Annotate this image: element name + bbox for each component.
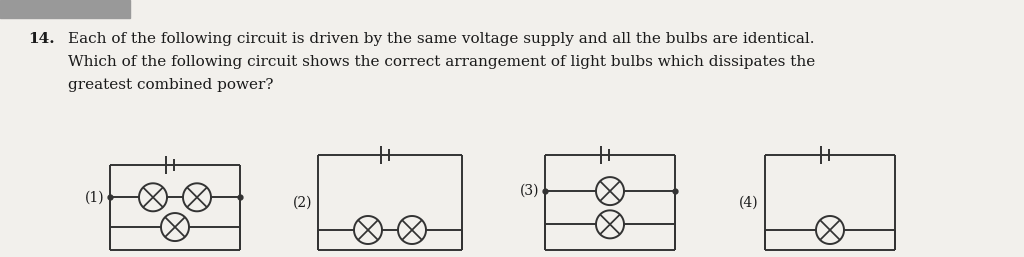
Bar [0,0,130,18]
Text: (3): (3) [519,184,539,198]
Text: Which of the following circuit shows the correct arrangement of light bulbs whic: Which of the following circuit shows the… [68,55,815,69]
Text: (1): (1) [84,190,104,204]
Text: 14.: 14. [28,32,54,46]
Text: greatest combined power?: greatest combined power? [68,78,273,92]
Text: Each of the following circuit is driven by the same voltage supply and all the b: Each of the following circuit is driven … [68,32,814,46]
Text: (2): (2) [293,196,312,209]
Text: (4): (4) [739,196,759,209]
